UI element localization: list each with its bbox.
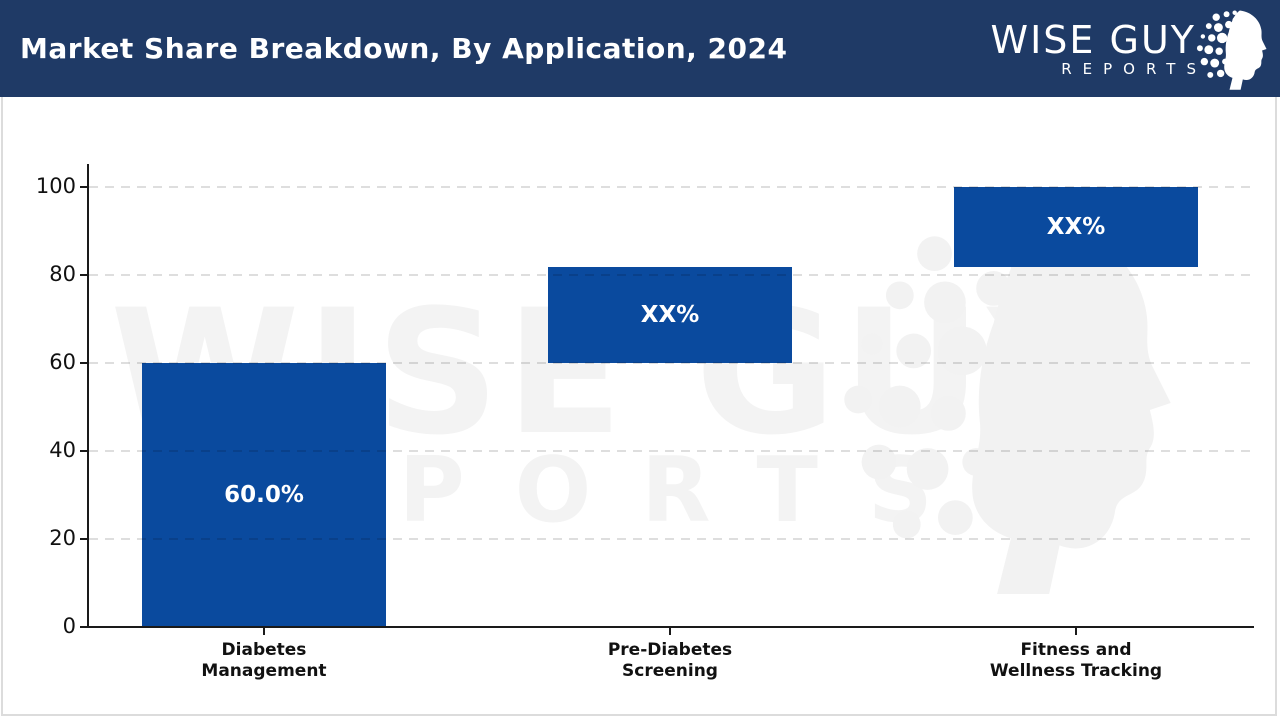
page-title: Market Share Breakdown, By Application, … [20, 32, 788, 65]
x-tick-mark [263, 627, 265, 635]
category-label-line: Diabetes [221, 640, 307, 660]
x-tick-mark [669, 627, 671, 635]
category-label-line: Wellness Tracking [989, 661, 1163, 681]
category-label-line: Pre-Diabetes [607, 640, 733, 660]
watermark-head-icon [828, 212, 1180, 594]
y-tick-label: 40 [49, 438, 76, 462]
bar-3: XX% [954, 187, 1198, 268]
y-tick-mark [80, 362, 88, 364]
y-tick-mark [80, 274, 88, 276]
bar-value-label: XX% [1046, 214, 1106, 241]
y-tick-label: 20 [49, 526, 76, 550]
gridline-y20 [89, 538, 1253, 540]
x-tick-mark [1075, 627, 1077, 635]
y-tick-label: 0 [62, 614, 76, 638]
category-label: Fitness and Wellness Tracking [916, 640, 1236, 682]
bar-value-label: 60.0% [224, 482, 304, 508]
bar-1: 60.0% [142, 363, 386, 627]
gridline-y80 [89, 274, 1253, 276]
y-tick-mark [80, 626, 88, 628]
gridline-y40 [89, 450, 1253, 452]
y-axis-line [87, 164, 89, 628]
gridline-y100 [89, 186, 1253, 188]
bar-2: XX% [548, 267, 792, 363]
category-label: Diabetes Management [104, 640, 424, 682]
category-label-line: Screening [622, 661, 718, 681]
category-label-line: Management [201, 661, 327, 681]
y-tick-label: 60 [49, 350, 76, 374]
category-label-line: Fitness and [1020, 640, 1132, 660]
brand-subname: REPORTS [1061, 59, 1207, 78]
y-tick-label: 100 [35, 174, 76, 198]
head-logo-icon [1194, 7, 1268, 91]
y-tick-mark [80, 450, 88, 452]
brand-logo-text: WISE GUY REPORTS [991, 20, 1196, 78]
brand-logo: WISE GUY REPORTS [991, 7, 1280, 91]
category-label: Pre-Diabetes Screening [510, 640, 830, 682]
y-tick-mark [80, 186, 88, 188]
y-tick-mark [80, 538, 88, 540]
brand-name: WISE GUY [990, 17, 1196, 62]
header-bar: Market Share Breakdown, By Application, … [0, 0, 1280, 97]
bar-value-label: XX% [640, 302, 700, 329]
gridline-y60 [89, 362, 1253, 364]
y-tick-label: 80 [49, 262, 76, 286]
